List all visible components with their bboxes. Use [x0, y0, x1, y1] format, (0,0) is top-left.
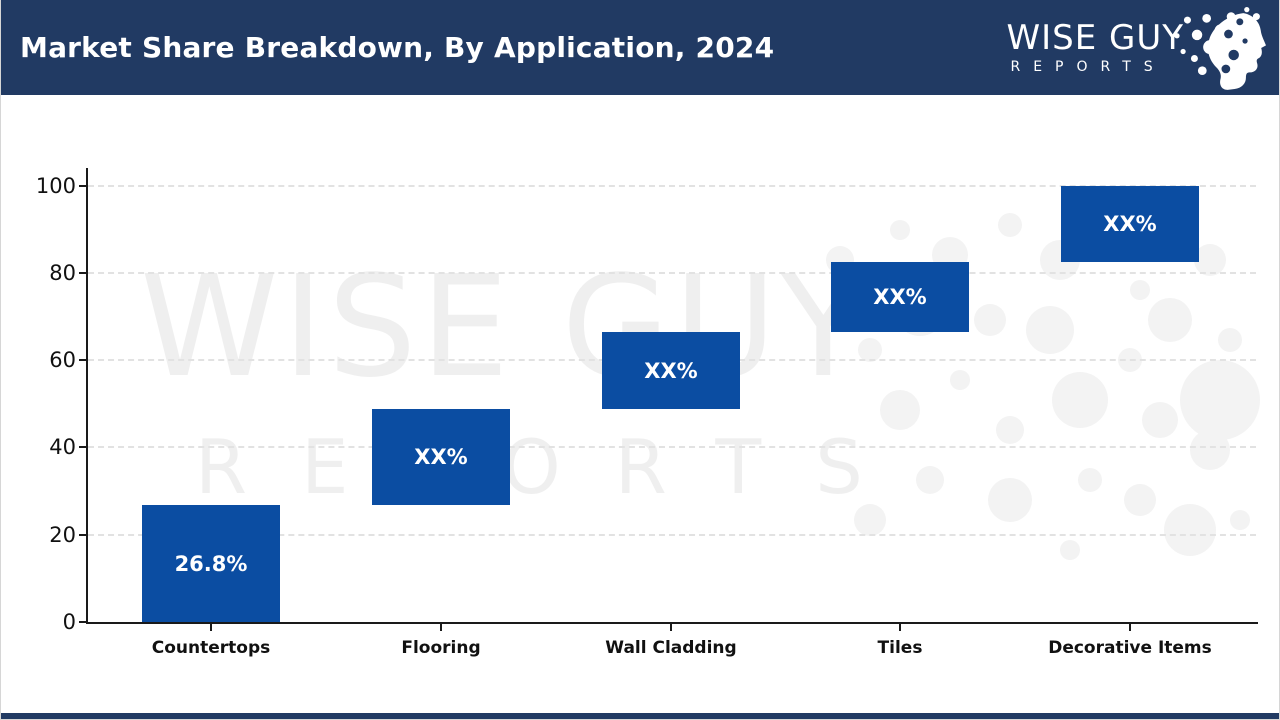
logo-wordmark: WISE GUY	[1006, 18, 1184, 58]
gridline-80	[88, 271, 1256, 274]
category-label-tiles: Tiles	[877, 638, 923, 658]
category-label-flooring: Flooring	[401, 638, 481, 658]
y-tick-label-100: 100	[35, 173, 76, 198]
y-axis-tick-80	[79, 271, 86, 274]
y-axis-tick-0	[79, 621, 86, 623]
bar-decorative-items: XX%	[1061, 185, 1199, 263]
y-tick-label-0: 0	[62, 610, 76, 634]
page-title: Market Share Breakdown, By Application, …	[20, 31, 775, 64]
category-label-wall-cladding: Wall Cladding	[605, 638, 737, 658]
x-axis-tick-tiles	[899, 624, 901, 631]
bar-wall-cladding: XX%	[602, 331, 740, 410]
bar-tiles: XX%	[831, 262, 969, 332]
bar-flooring: XX%	[372, 409, 510, 506]
y-axis-tick-20	[79, 533, 86, 536]
wise-guy-logo: WISE GUY REPORTS	[1006, 6, 1266, 90]
x-axis-tick-decorative-items	[1129, 624, 1131, 631]
x-axis-line	[86, 622, 1258, 624]
y-axis-tick-60	[79, 359, 86, 362]
y-axis-line	[86, 168, 88, 624]
y-tick-label-40: 40	[49, 435, 76, 460]
x-axis-tick-countertops	[210, 624, 212, 631]
bar-value-label-countertops: 26.8%	[174, 551, 248, 576]
y-axis-tick-40	[79, 446, 86, 449]
x-axis-tick-flooring	[440, 624, 442, 631]
bar-value-label-wall-cladding: XX%	[644, 358, 698, 383]
gridline-20	[88, 533, 1256, 536]
logo-head-icon	[1174, 6, 1266, 90]
x-axis-tick-wall-cladding	[670, 624, 672, 631]
gridline-40	[88, 446, 1256, 449]
y-tick-label-80: 80	[49, 260, 76, 285]
y-axis-tick-100	[79, 184, 86, 187]
category-label-decorative-items: Decorative Items	[1048, 638, 1212, 658]
gridline-100	[88, 184, 1256, 187]
category-label-countertops: Countertops	[151, 638, 271, 658]
bar-countertops: 26.8%	[142, 505, 280, 622]
header-bar: Market Share Breakdown, By Application, …	[0, 0, 1280, 95]
bar-value-label-decorative-items: XX%	[1103, 211, 1157, 236]
y-tick-label-20: 20	[49, 522, 76, 547]
logo-subtitle: REPORTS	[1010, 59, 1166, 75]
footer-bar	[0, 713, 1280, 720]
logo-text: WISE GUY REPORTS	[1006, 21, 1184, 74]
bar-value-label-tiles: XX%	[873, 285, 927, 310]
bar-value-label-flooring: XX%	[414, 445, 468, 470]
y-tick-label-60: 60	[49, 348, 76, 373]
